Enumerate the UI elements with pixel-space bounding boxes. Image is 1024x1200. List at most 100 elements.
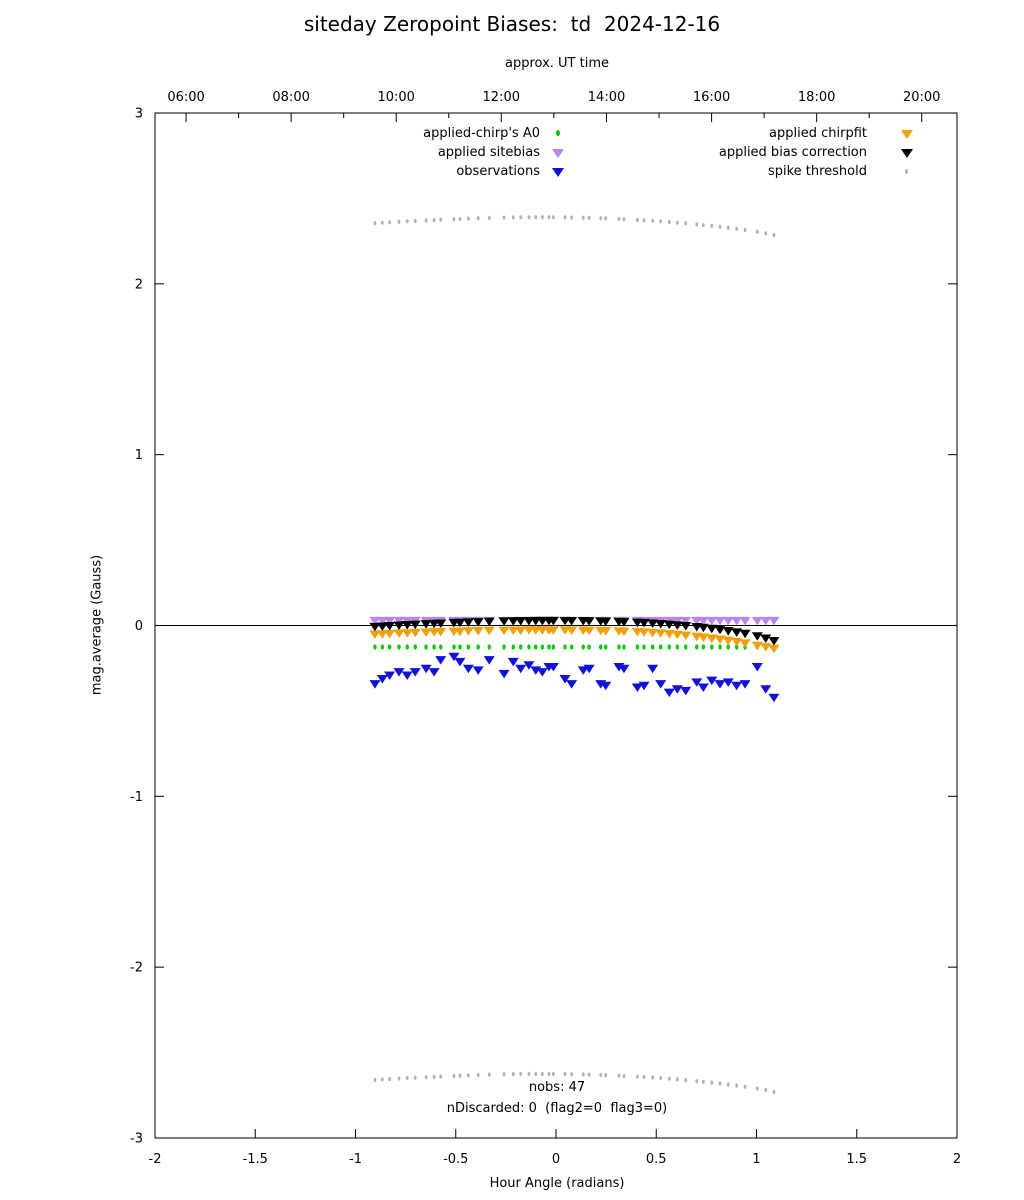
data-point-observations xyxy=(420,664,432,674)
data-point-spike_lower xyxy=(636,1074,639,1079)
data-point-a0 xyxy=(569,644,574,650)
data-point-spike_upper xyxy=(587,215,591,220)
data-point-observations xyxy=(577,666,589,675)
data-point-chirpfit xyxy=(483,626,495,636)
data-point-spike_lower xyxy=(466,1073,470,1078)
data-point-a0 xyxy=(734,644,739,650)
data-point-a0 xyxy=(519,644,523,650)
data-point-spike_upper xyxy=(718,224,722,229)
data-point-spike_lower xyxy=(651,1075,655,1080)
data-point-spike_lower xyxy=(726,1082,730,1087)
data-point-bias_correction xyxy=(384,622,396,631)
data-point-spike_upper xyxy=(511,215,515,220)
y-axis-title: mag.average (Gauss) xyxy=(89,554,105,696)
data-point-a0 xyxy=(413,644,417,650)
data-point-a0 xyxy=(551,644,556,650)
data-point-observations xyxy=(691,678,703,687)
legend-label-applied-sitebias: applied sitebias xyxy=(437,145,540,160)
data-point-chirpfit xyxy=(515,626,527,635)
data-point-spike_upper xyxy=(452,217,456,222)
data-point-chirpfit xyxy=(566,626,578,635)
y-tick-label: 3 xyxy=(135,107,143,122)
data-point-observations xyxy=(739,680,751,689)
data-point-spike_upper xyxy=(373,221,377,226)
data-point-spike_lower xyxy=(527,1071,531,1077)
data-point-chirpfit xyxy=(706,634,718,643)
data-point-bias_correction xyxy=(722,626,734,636)
chart-title: siteday Zeropoint Biases: td 2024-12-16 xyxy=(303,12,721,36)
data-point-chirpfit xyxy=(768,644,780,654)
data-point-a0 xyxy=(439,644,443,650)
x-tick-label: 1.5 xyxy=(846,1152,867,1167)
y-tick-label: 0 xyxy=(135,619,143,634)
data-point-observations xyxy=(448,652,460,662)
data-point-chirpfit xyxy=(722,636,734,646)
data-point-spike_lower xyxy=(388,1076,391,1082)
data-point-sitebias xyxy=(760,616,772,626)
data-point-observations xyxy=(401,671,413,681)
data-point-spike_upper xyxy=(534,215,538,220)
data-point-spike_lower xyxy=(476,1072,480,1078)
data-point-spike_upper xyxy=(466,216,470,221)
data-point-bias_correction xyxy=(507,617,519,626)
data-point-observations xyxy=(376,674,388,684)
data-point-spike_lower xyxy=(764,1087,768,1093)
data-point-observations xyxy=(714,680,726,689)
data-point-chirpfit xyxy=(680,631,692,641)
data-point-a0 xyxy=(387,644,392,650)
data-point-bias_correction xyxy=(583,617,595,626)
x-tick-label: 0.5 xyxy=(646,1152,667,1167)
data-point-observations xyxy=(638,681,650,691)
data-point-observations xyxy=(462,664,474,674)
data-point-bias_correction xyxy=(663,620,675,630)
data-point-sitebias xyxy=(697,616,709,626)
data-point-chirpfit xyxy=(498,626,510,636)
data-point-observations xyxy=(384,671,396,681)
data-point-spike_lower xyxy=(735,1083,739,1088)
data-point-spike_lower xyxy=(695,1079,699,1084)
data-point-observations xyxy=(369,680,381,689)
data-point-spike_lower xyxy=(511,1072,515,1077)
data-point-spike_lower xyxy=(487,1072,491,1077)
data-point-observations xyxy=(454,657,466,667)
data-point-spike_upper xyxy=(675,220,679,225)
data-point-chirpfit xyxy=(618,627,630,636)
y-tick-label: 2 xyxy=(135,277,143,292)
data-point-chirpfit xyxy=(435,627,447,637)
x-tick-label: 2 xyxy=(953,1152,961,1167)
data-point-observations xyxy=(428,668,440,677)
data-point-spike_lower xyxy=(581,1072,585,1077)
data-point-observations xyxy=(751,663,763,672)
data-point-bias_correction xyxy=(768,637,780,646)
data-point-observations xyxy=(536,668,548,677)
data-point-sitebias xyxy=(376,616,388,626)
data-point-a0 xyxy=(476,644,480,650)
data-point-a0 xyxy=(667,644,671,650)
data-point-spike_upper xyxy=(432,218,436,223)
data-point-spike_lower xyxy=(502,1072,506,1077)
data-point-a0 xyxy=(710,644,714,650)
data-point-chirpfit xyxy=(647,628,659,638)
data-point-spike_upper xyxy=(599,216,603,221)
data-point-bias_correction xyxy=(731,628,743,637)
x-tick-label: 1 xyxy=(752,1152,760,1167)
data-point-chirpfit xyxy=(760,643,772,652)
data-point-a0 xyxy=(380,644,385,650)
data-point-spike_lower xyxy=(534,1071,538,1077)
data-point-observations xyxy=(435,656,447,665)
data-point-sitebias xyxy=(384,616,396,626)
data-point-bias_correction xyxy=(409,620,421,630)
data-point-bias_correction xyxy=(547,616,559,626)
data-point-observations xyxy=(731,681,743,691)
data-point-bias_correction xyxy=(435,619,447,628)
data-point-observations xyxy=(768,693,780,703)
data-point-spike_upper xyxy=(622,217,626,222)
data-point-spike_upper xyxy=(487,215,491,220)
data-point-a0 xyxy=(642,644,646,650)
data-point-chirpfit xyxy=(462,627,474,636)
data-point-observations xyxy=(566,680,578,689)
data-point-a0 xyxy=(650,644,655,650)
y-tick-label: 1 xyxy=(135,448,143,463)
data-point-spike_upper xyxy=(570,215,574,220)
data-point-spike_lower xyxy=(667,1076,671,1081)
